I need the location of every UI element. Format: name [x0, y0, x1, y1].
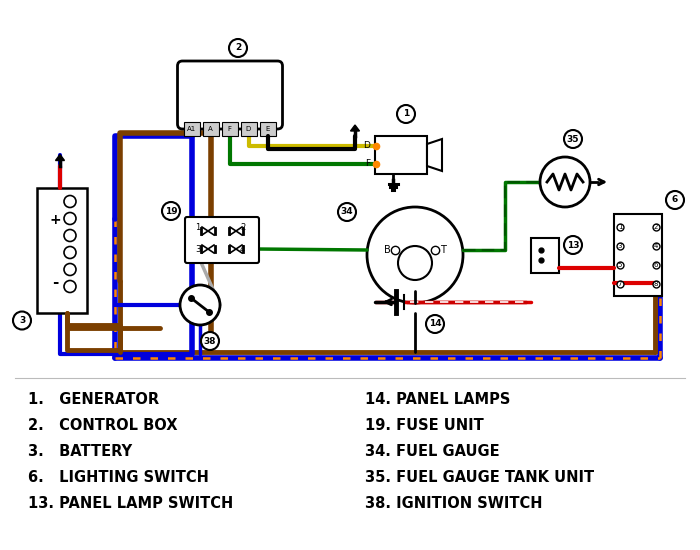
Text: T: T	[440, 245, 446, 255]
Circle shape	[162, 202, 180, 220]
Text: -: -	[52, 274, 58, 289]
Text: 6: 6	[654, 262, 658, 268]
Text: 5: 5	[618, 262, 622, 268]
Text: 19. FUSE UNIT: 19. FUSE UNIT	[365, 418, 484, 433]
Circle shape	[64, 229, 76, 241]
FancyBboxPatch shape	[241, 122, 256, 136]
Text: B: B	[384, 245, 391, 255]
FancyBboxPatch shape	[183, 122, 199, 136]
Circle shape	[13, 311, 31, 329]
Text: 6.   LIGHTING SWITCH: 6. LIGHTING SWITCH	[28, 470, 209, 485]
FancyBboxPatch shape	[178, 61, 283, 129]
FancyBboxPatch shape	[202, 122, 218, 136]
Polygon shape	[351, 125, 360, 131]
Circle shape	[367, 207, 463, 303]
Text: 4: 4	[654, 243, 658, 249]
Text: 6: 6	[672, 195, 678, 205]
Text: 13. PANEL LAMP SWITCH: 13. PANEL LAMP SWITCH	[28, 496, 233, 511]
Text: 3: 3	[19, 316, 25, 325]
Polygon shape	[427, 139, 442, 171]
Text: 34. FUEL GAUGE: 34. FUEL GAUGE	[365, 444, 500, 459]
Text: 19: 19	[164, 206, 177, 216]
Text: 3: 3	[195, 245, 200, 254]
FancyBboxPatch shape	[375, 136, 427, 174]
Circle shape	[397, 105, 415, 123]
Text: E: E	[265, 126, 270, 132]
Circle shape	[564, 236, 582, 254]
Text: 38: 38	[204, 337, 216, 345]
FancyBboxPatch shape	[531, 238, 559, 272]
Text: 35. FUEL GAUGE TANK UNIT: 35. FUEL GAUGE TANK UNIT	[365, 470, 594, 485]
Text: F: F	[228, 126, 232, 132]
Circle shape	[64, 280, 76, 293]
Text: 3.   BATTERY: 3. BATTERY	[28, 444, 132, 459]
Text: A: A	[208, 126, 213, 132]
FancyBboxPatch shape	[221, 122, 237, 136]
Text: 1: 1	[617, 224, 622, 230]
Circle shape	[201, 332, 219, 350]
Text: D: D	[363, 141, 370, 151]
Text: 2: 2	[654, 224, 658, 230]
FancyBboxPatch shape	[185, 217, 259, 263]
Text: A1: A1	[187, 126, 196, 132]
Text: 7: 7	[617, 281, 622, 287]
Text: 2: 2	[235, 43, 241, 52]
FancyBboxPatch shape	[614, 214, 662, 296]
Circle shape	[64, 246, 76, 258]
Text: 8: 8	[654, 281, 658, 287]
Text: 1: 1	[403, 109, 409, 118]
Text: 38. IGNITION SWITCH: 38. IGNITION SWITCH	[365, 496, 542, 511]
Text: 14: 14	[428, 320, 441, 328]
Text: 2: 2	[240, 223, 245, 232]
Circle shape	[540, 157, 590, 207]
Text: D: D	[246, 126, 251, 132]
Circle shape	[64, 212, 76, 224]
Text: +: +	[49, 213, 61, 227]
Circle shape	[229, 39, 247, 57]
Circle shape	[180, 285, 220, 325]
FancyBboxPatch shape	[37, 188, 87, 312]
Text: 3: 3	[617, 243, 622, 249]
Text: 2.   CONTROL BOX: 2. CONTROL BOX	[28, 418, 178, 433]
Polygon shape	[55, 155, 64, 161]
Text: F: F	[365, 160, 370, 168]
Text: 1: 1	[195, 223, 200, 232]
Circle shape	[64, 263, 76, 276]
Text: 34: 34	[341, 207, 354, 217]
Circle shape	[64, 195, 76, 207]
Circle shape	[666, 191, 684, 209]
Circle shape	[398, 246, 432, 280]
Text: 14. PANEL LAMPS: 14. PANEL LAMPS	[365, 392, 510, 407]
Text: 13: 13	[567, 240, 580, 250]
FancyBboxPatch shape	[260, 122, 276, 136]
Text: 4: 4	[240, 245, 245, 254]
Text: 1.   GENERATOR: 1. GENERATOR	[28, 392, 159, 407]
Text: 35: 35	[567, 135, 580, 144]
Circle shape	[426, 315, 444, 333]
Circle shape	[338, 203, 356, 221]
Circle shape	[564, 130, 582, 148]
